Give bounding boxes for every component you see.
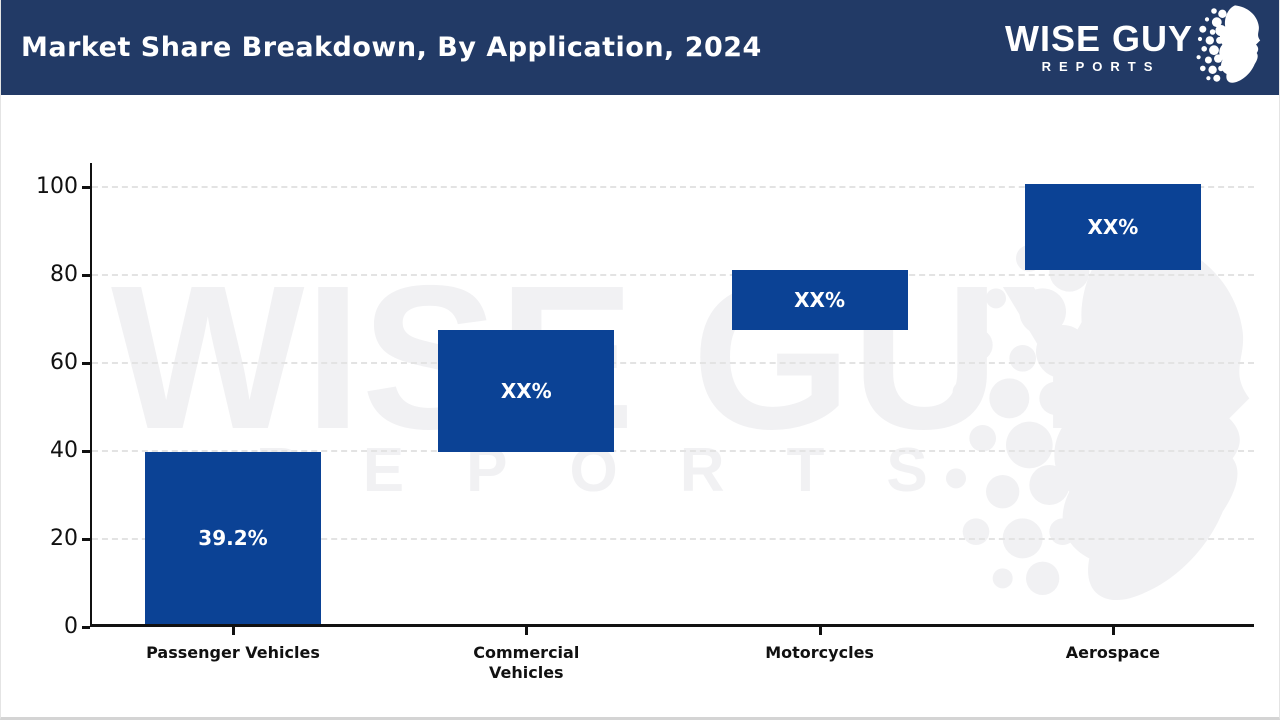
y-axis-tick-80 xyxy=(82,274,90,277)
y-axis-tick-20 xyxy=(82,538,90,541)
y-axis-label-0: 0 xyxy=(64,614,78,639)
gridline-y-20 xyxy=(92,538,1254,540)
x-axis-tick-2 xyxy=(525,627,529,635)
bar-commercial-vehicles: XX% xyxy=(438,330,615,452)
logo-text: WISE GUY REPORTS xyxy=(1004,17,1193,75)
logo-subtitle: REPORTS xyxy=(1041,58,1161,74)
bar-value-label: XX% xyxy=(794,287,846,312)
header-bar: Market Share Breakdown, By Application, … xyxy=(1,0,1279,95)
y-axis-label-20: 20 xyxy=(50,526,78,551)
x-axis-label-motorcycles: Motorcycles xyxy=(765,643,874,662)
gridline-y-80 xyxy=(92,274,1254,276)
y-axis-tick-0 xyxy=(82,626,90,629)
bar-value-label: XX% xyxy=(500,378,552,403)
x-axis-label-passenger-vehicles: Passenger Vehicles xyxy=(146,643,320,662)
bar-motorcycles: XX% xyxy=(731,269,908,331)
y-axis-tick-40 xyxy=(82,450,90,453)
gridline-y-40 xyxy=(92,450,1254,452)
y-axis-label-100: 100 xyxy=(36,174,78,199)
wiseguy-logo: WISE GUY REPORTS xyxy=(1004,4,1267,88)
gridline-y-100 xyxy=(92,186,1254,188)
wiseguy-face-icon xyxy=(1196,4,1261,83)
plot-area: 0 20 40 60 80 100 39.2% Passenger Vehicles XX% Co… xyxy=(36,163,1254,682)
bar-passenger-vehicles: 39.2% xyxy=(145,451,321,624)
bar-value-label: XX% xyxy=(1087,214,1139,239)
bar-aerospace: XX% xyxy=(1024,184,1201,270)
y-axis-label-80: 80 xyxy=(50,262,78,287)
bar-value-label: 39.2% xyxy=(198,525,268,550)
y-axis-tick-60 xyxy=(82,362,90,365)
x-axis-tick-3 xyxy=(818,627,822,635)
x-axis-tick-1 xyxy=(232,627,235,635)
page-title: Market Share Breakdown, By Application, … xyxy=(21,32,762,63)
x-axis-tick-4 xyxy=(1111,627,1115,635)
x-axis-label-aerospace: Aerospace xyxy=(1065,643,1160,662)
logo-wordmark: WISE GUY xyxy=(1004,17,1193,59)
y-axis-tick-100 xyxy=(82,186,90,189)
y-axis-label-40: 40 xyxy=(50,438,78,463)
gridline-y-60 xyxy=(92,362,1254,364)
y-axis-label-60: 60 xyxy=(50,350,78,375)
x-axis-label-commercial-vehicles: Commercial Vehicles xyxy=(473,643,580,682)
